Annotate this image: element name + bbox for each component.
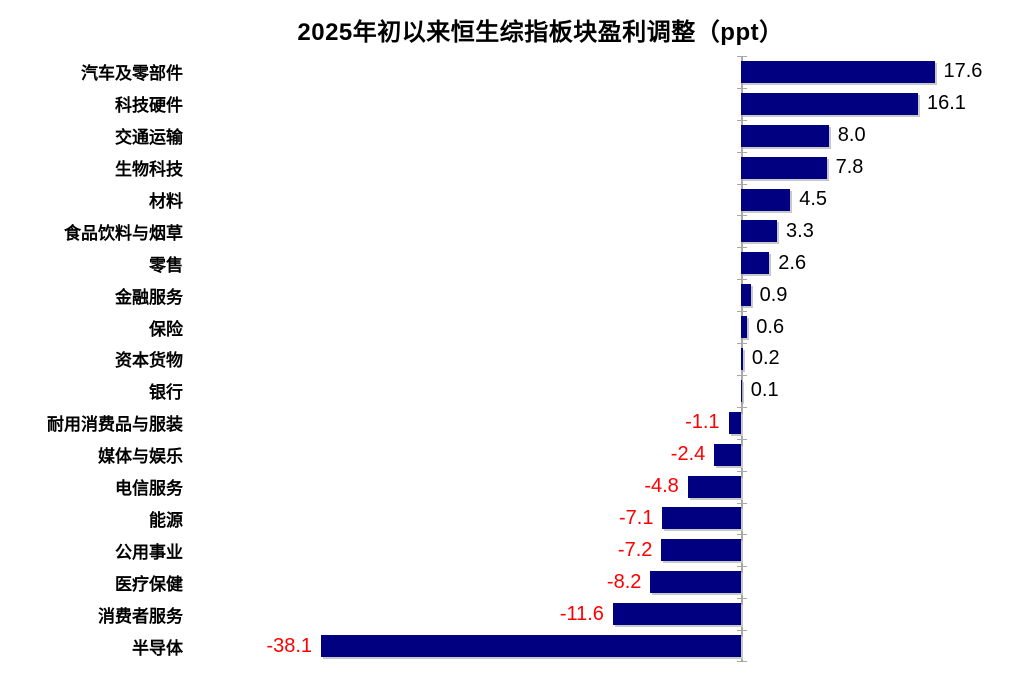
value-label: -1.1 (685, 411, 720, 434)
chart-row: 消费者服务 -11.6 (0, 598, 1011, 630)
axis-tick (736, 343, 747, 344)
axis-tick (736, 184, 747, 185)
chart-row: 耐用消费品与服装 -1.1 (0, 407, 1011, 439)
bar (740, 156, 827, 179)
axis-tick (736, 630, 747, 631)
bar (740, 60, 935, 83)
bar (740, 92, 918, 115)
category-label: 食品饮料与烟草 (64, 223, 183, 243)
value-label: 8.0 (837, 124, 866, 147)
value-label: -11.6 (559, 602, 604, 625)
chart-row: 媒体与娱乐 -2.4 (0, 439, 1011, 471)
category-label: 半导体 (132, 638, 183, 658)
axis-tick (736, 152, 747, 153)
category-label: 电信服务 (115, 479, 183, 499)
axis-tick (736, 88, 747, 89)
value-label: -7.1 (619, 506, 654, 529)
bar (650, 571, 741, 594)
axis-tick (736, 407, 747, 408)
plot-area: 汽车及零部件 17.6 科技硬件 16.1 交通运输 8.0 生物科技 7.8 材料 4.5 食品饮… (0, 56, 1011, 662)
value-label: -4.8 (644, 475, 679, 498)
value-label: 17.6 (943, 60, 983, 83)
bar (740, 379, 742, 402)
axis-tick (736, 439, 747, 440)
bar (740, 252, 770, 275)
chart-row: 金融服务 0.9 (0, 279, 1011, 311)
chart-row: 半导体 -38.1 (0, 630, 1011, 662)
axis-tick (736, 279, 747, 280)
category-label: 银行 (149, 383, 183, 403)
chart-row: 材料 4.5 (0, 184, 1011, 216)
chart-row: 能源 -7.1 (0, 503, 1011, 535)
category-label: 保险 (149, 319, 183, 339)
value-label: 3.3 (786, 219, 814, 242)
bar (740, 347, 743, 370)
chart-row: 汽车及零部件 17.6 (0, 56, 1011, 88)
value-label: -7.2 (617, 538, 653, 561)
bar (728, 411, 741, 434)
axis-tick (736, 247, 747, 248)
category-label: 科技硬件 (115, 96, 183, 116)
value-label: 0.2 (751, 347, 780, 370)
value-label: 7.8 (835, 156, 864, 179)
bar (740, 316, 748, 339)
chart-row: 生物科技 7.8 (0, 152, 1011, 184)
chart-row: 银行 0.1 (0, 375, 1011, 407)
chart-row: 科技硬件 16.1 (0, 88, 1011, 120)
chart-row: 保险 0.6 (0, 311, 1011, 343)
axis-tick (736, 503, 747, 504)
chart-row: 零售 2.6 (0, 247, 1011, 279)
axis-tick (736, 215, 747, 216)
value-label: 4.5 (799, 188, 828, 211)
category-label: 生物科技 (115, 160, 183, 180)
value-label: -38.1 (266, 634, 313, 657)
category-label: 交通运输 (115, 128, 183, 148)
category-label: 汽车及零部件 (81, 64, 183, 84)
axis-tick (736, 120, 747, 121)
category-label: 耐用消费品与服装 (47, 415, 183, 435)
bar (662, 507, 741, 530)
bar (714, 443, 741, 466)
axis-tick (736, 471, 747, 472)
category-label: 消费者服务 (98, 606, 183, 626)
category-label: 资本货物 (115, 351, 183, 371)
value-label: 0.9 (759, 283, 788, 306)
axis-tick (736, 661, 747, 662)
value-label: -2.4 (670, 443, 706, 466)
category-label: 能源 (149, 510, 183, 530)
category-label: 材料 (149, 192, 183, 212)
axis-tick (736, 598, 747, 599)
axis-tick (736, 56, 747, 57)
bar (740, 284, 751, 307)
bar (661, 539, 741, 562)
bar (740, 220, 778, 243)
value-label: 0.6 (756, 315, 785, 338)
chart-row: 食品饮料与烟草 3.3 (0, 215, 1011, 247)
value-label: 16.1 (926, 92, 966, 115)
chart-row: 电信服务 -4.8 (0, 471, 1011, 503)
axis-tick (736, 311, 747, 312)
chart-row: 医疗保健 -8.2 (0, 566, 1011, 598)
category-label: 零售 (149, 255, 183, 275)
chart-row: 公用事业 -7.2 (0, 534, 1011, 566)
bar (740, 188, 791, 211)
value-label: 2.6 (778, 251, 807, 274)
category-label: 医疗保健 (115, 574, 183, 594)
axis-tick (736, 375, 747, 376)
chart-row: 交通运输 8.0 (0, 120, 1011, 152)
bar (612, 603, 741, 626)
chart-title: 2025年初以来恒生综指板块盈利调整（ppt） (297, 19, 784, 46)
category-label: 金融服务 (115, 287, 183, 307)
bar (740, 124, 829, 147)
value-label: -8.2 (606, 570, 642, 593)
category-label: 媒体与娱乐 (98, 447, 183, 467)
axis-tick (736, 566, 747, 567)
bar (687, 475, 741, 498)
value-label: 0.1 (750, 379, 779, 402)
bar (321, 635, 741, 658)
chart-row: 资本货物 0.2 (0, 343, 1011, 375)
axis-tick (736, 534, 747, 535)
category-label: 公用事业 (115, 542, 183, 562)
